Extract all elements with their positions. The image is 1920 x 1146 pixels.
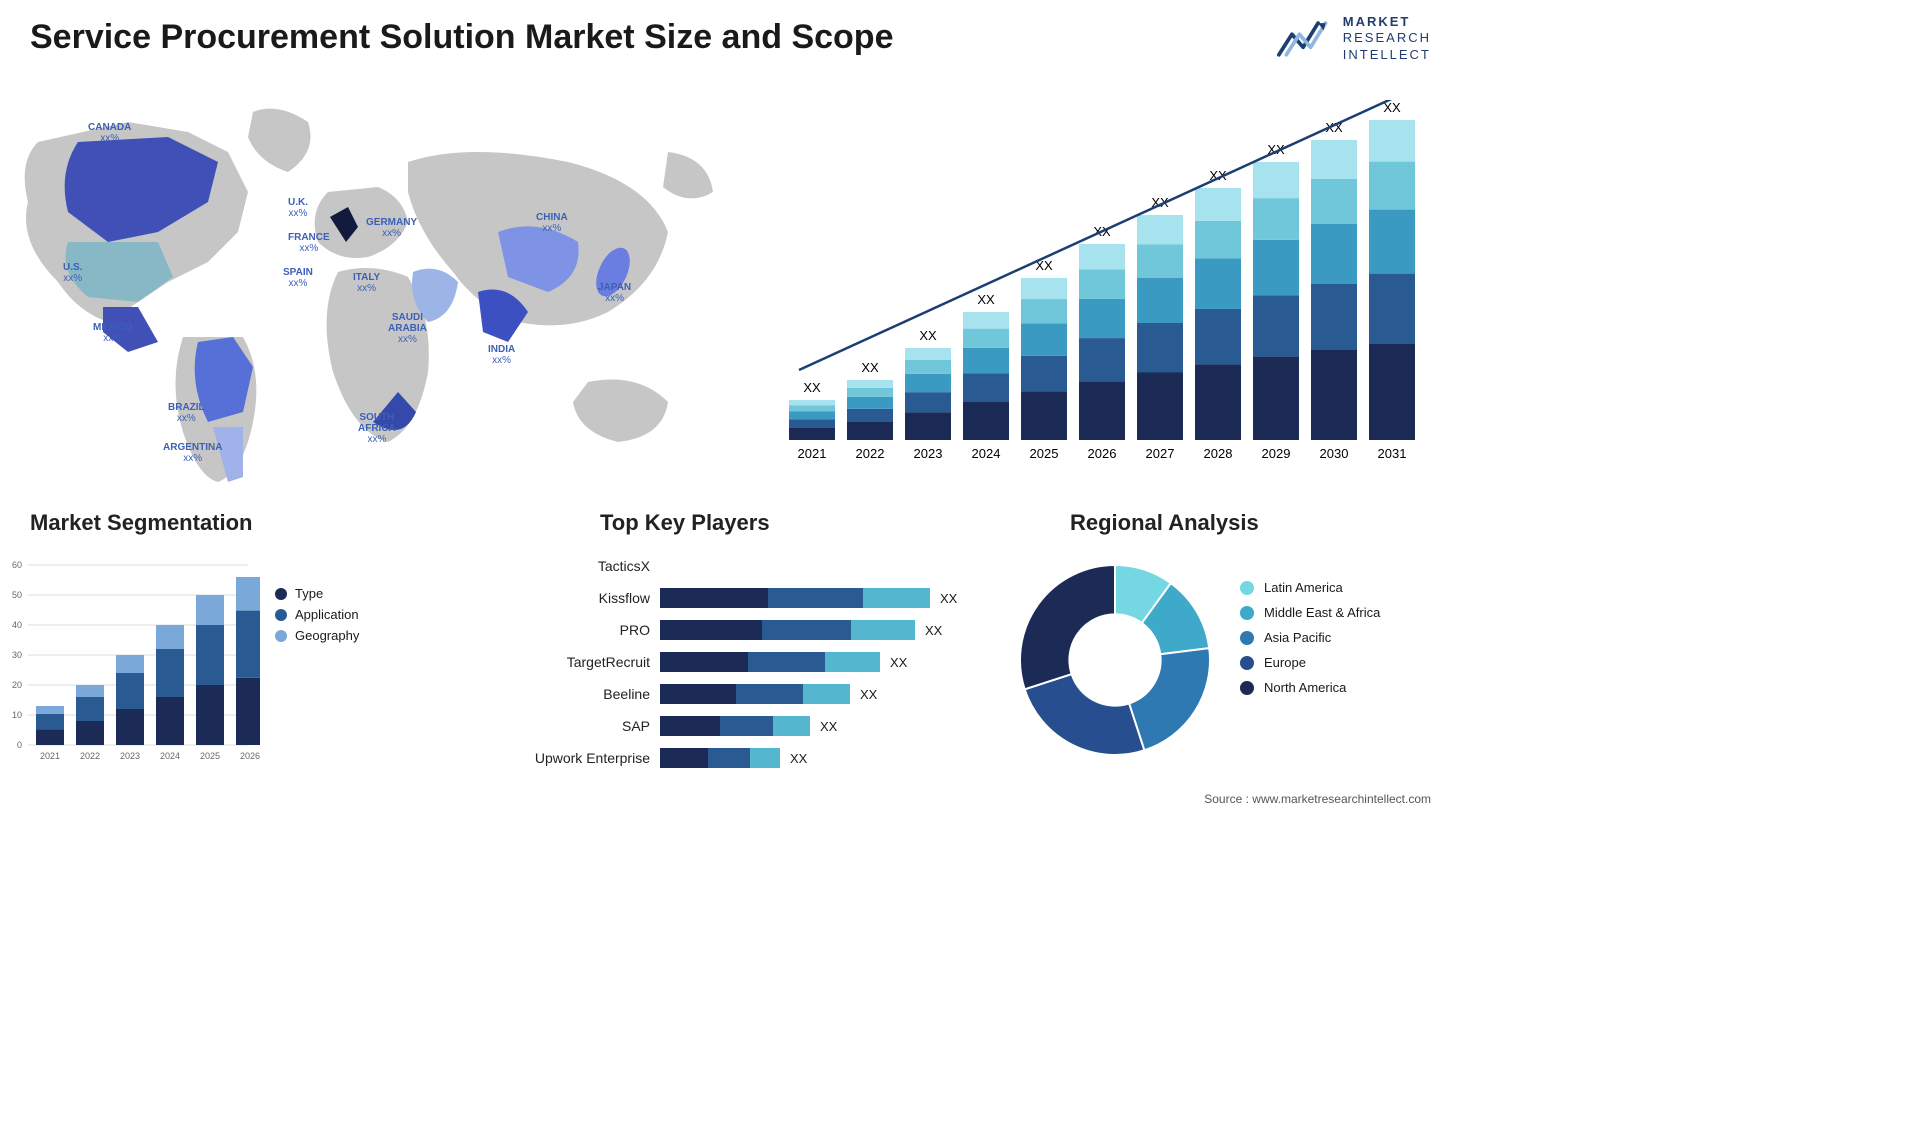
logo-line2: RESEARCH (1343, 30, 1431, 46)
svg-text:2022: 2022 (80, 751, 100, 761)
svg-text:10: 10 (12, 710, 22, 720)
svg-text:2021: 2021 (798, 446, 827, 461)
player-bar-row: XX (660, 678, 980, 710)
map-label-canada: CANADAxx% (88, 122, 131, 144)
svg-text:60: 60 (12, 560, 22, 570)
players-chart: XXXXXXXXXXXX (660, 550, 980, 774)
map-label-india: INDIAxx% (488, 344, 515, 366)
svg-text:30: 30 (12, 650, 22, 660)
map-label-france: FRANCExx% (288, 232, 330, 254)
map-label-south-africa: SOUTHAFRICAxx% (358, 412, 396, 445)
map-label-mexico: MEXICOxx% (93, 322, 132, 344)
svg-text:2031: 2031 (1378, 446, 1407, 461)
player-label: Beeline (470, 678, 650, 710)
svg-text:2024: 2024 (972, 446, 1001, 461)
svg-text:2029: 2029 (1262, 446, 1291, 461)
map-label-argentina: ARGENTINAxx% (163, 442, 222, 464)
logo-icon (1277, 17, 1333, 59)
segmentation-legend: Type Application Geography (275, 580, 359, 649)
map-label-italy: ITALYxx% (353, 272, 380, 294)
segmentation-chart: 0 10 20 30 40 50 60 2021 2022 2023 2024 2025 2026 (0, 555, 260, 785)
map-label-germany: GERMANYxx% (366, 217, 417, 239)
map-label-japan: JAPANxx% (598, 282, 631, 304)
regional-donut-chart (1010, 555, 1220, 765)
player-label: TacticsX (470, 550, 650, 582)
player-bar-row: XX (660, 742, 980, 774)
regional-legend-item: North America (1240, 680, 1380, 695)
players-title: Top Key Players (600, 510, 970, 536)
svg-text:XX: XX (803, 380, 821, 395)
svg-text:XX: XX (919, 328, 937, 343)
svg-text:2024: 2024 (160, 751, 180, 761)
source-text: Source : www.marketresearchintellect.com (1204, 792, 1431, 806)
svg-text:20: 20 (12, 680, 22, 690)
players-labels: TacticsXKissflowPROTargetRecruitBeelineS… (470, 550, 650, 774)
regional-legend: Latin America Middle East & Africa Asia Pa… (1240, 570, 1380, 705)
logo-line3: INTELLECT (1343, 47, 1431, 63)
player-label: TargetRecruit (470, 646, 650, 678)
svg-text:2030: 2030 (1320, 446, 1349, 461)
brand-logo: MARKET RESEARCH INTELLECT (1277, 14, 1431, 63)
svg-text:2026: 2026 (1088, 446, 1117, 461)
regional-legend-item: Latin America (1240, 580, 1380, 595)
svg-text:2023: 2023 (914, 446, 943, 461)
world-map: CANADAxx% U.S.xx% MEXICOxx% BRAZILxx% ARGENT… (8, 82, 728, 492)
svg-text:2022: 2022 (856, 446, 885, 461)
player-bar-row: XX (660, 710, 980, 742)
segmentation-title: Market Segmentation (30, 510, 410, 536)
map-label-china: CHINAxx% (536, 212, 568, 234)
map-label-saudi-arabia: SAUDIARABIAxx% (388, 312, 427, 345)
regional-title: Regional Analysis (1070, 510, 1430, 536)
svg-text:2028: 2028 (1204, 446, 1233, 461)
page-title: Service Procurement Solution Market Size… (30, 18, 893, 57)
segmentation-legend-item: Type (275, 586, 359, 601)
player-label: PRO (470, 614, 650, 646)
segmentation-legend-item: Geography (275, 628, 359, 643)
svg-text:40: 40 (12, 620, 22, 630)
player-label: Upwork Enterprise (470, 742, 650, 774)
player-bar-row: XX (660, 582, 980, 614)
player-bar-row: XX (660, 614, 980, 646)
svg-text:2023: 2023 (120, 751, 140, 761)
map-label-spain: SPAINxx% (283, 267, 313, 289)
svg-text:XX: XX (861, 360, 879, 375)
map-label-u-s-: U.S.xx% (63, 262, 82, 284)
svg-text:XX: XX (977, 292, 995, 307)
regional-legend-item: Europe (1240, 655, 1380, 670)
svg-text:2021: 2021 (40, 751, 60, 761)
logo-line1: MARKET (1343, 14, 1431, 30)
segmentation-legend-item: Application (275, 607, 359, 622)
regional-legend-item: Middle East & Africa (1240, 605, 1380, 620)
map-label-u-k-: U.K.xx% (288, 197, 308, 219)
market-size-chart: XX2021XX2022XX2023XX2024XX2025XX2026XX20… (771, 100, 1431, 470)
player-bar-row (660, 550, 980, 582)
player-label: SAP (470, 710, 650, 742)
regional-legend-item: Asia Pacific (1240, 630, 1380, 645)
player-label: Kissflow (470, 582, 650, 614)
svg-text:2025: 2025 (200, 751, 220, 761)
svg-text:0: 0 (17, 740, 22, 750)
player-bar-row: XX (660, 646, 980, 678)
map-label-brazil: BRAZILxx% (168, 402, 205, 424)
svg-text:2027: 2027 (1146, 446, 1175, 461)
svg-text:50: 50 (12, 590, 22, 600)
svg-text:2025: 2025 (1030, 446, 1059, 461)
svg-text:2026: 2026 (240, 751, 260, 761)
